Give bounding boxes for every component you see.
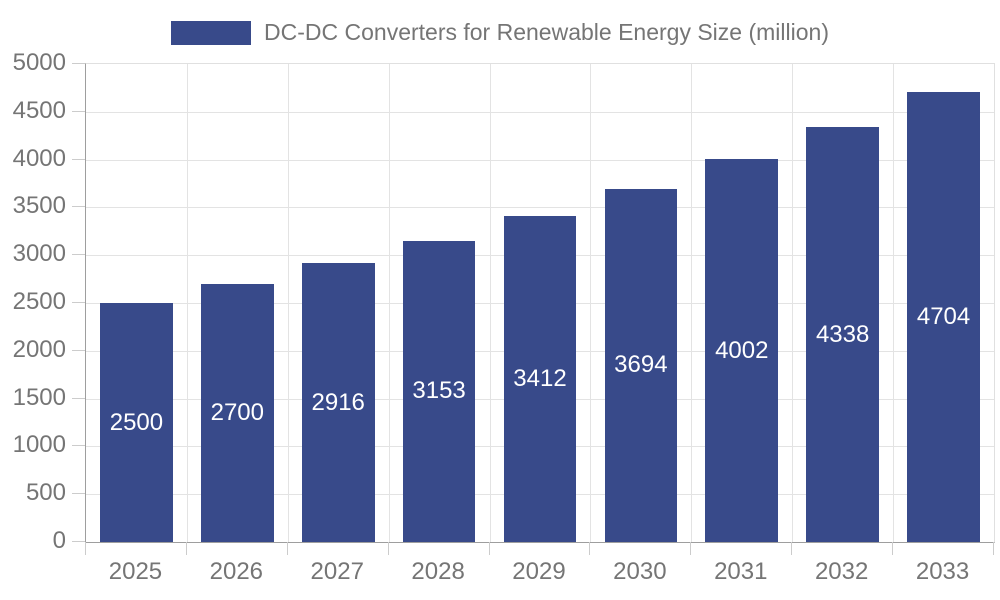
y-tick-mark [72, 349, 85, 351]
x-tick-mark [791, 542, 793, 555]
y-tick-mark [72, 445, 85, 447]
y-tick-mark [72, 493, 85, 495]
bar: 2500 [100, 303, 173, 542]
y-tick-mark [72, 63, 85, 64]
y-tick-label: 1000 [12, 431, 66, 459]
y-tick-mark [72, 158, 85, 160]
y-tick-mark [72, 541, 85, 542]
x-tick-label: 2030 [613, 558, 667, 585]
plot-area: 2500 2700 2916 3153 3412 3694 4002 4338 4704 [85, 63, 995, 543]
bar-value-label: 2916 [311, 388, 365, 416]
y-tick-mark [72, 206, 85, 208]
y-tick-label: 500 [25, 479, 66, 507]
legend[interactable]: DC-DC Converters for Renewable Energy Si… [0, 19, 1000, 46]
gridline-vertical [186, 64, 188, 542]
bar-value-label: 3694 [614, 351, 668, 379]
gridline-vertical [388, 64, 390, 542]
x-tick-label: 2031 [714, 558, 768, 585]
y-tick-mark [72, 110, 85, 112]
y-tick-label: 2500 [12, 288, 66, 315]
gridline-vertical [489, 64, 491, 542]
y-tick-mark [72, 302, 85, 303]
bar: 3694 [604, 188, 678, 542]
bar: 4002 [705, 159, 779, 542]
gridline-vertical [590, 64, 592, 542]
bar-value-label: 2700 [210, 398, 264, 426]
bar: 4704 [907, 92, 980, 542]
y-tick-label: 5000 [12, 49, 66, 76]
bar-value-label: 4002 [715, 336, 769, 364]
y-tick-label: 4500 [12, 96, 66, 124]
x-tick-label: 2026 [209, 558, 264, 585]
x-tick-mark [286, 542, 288, 555]
x-tick-label: 2029 [512, 558, 566, 585]
gridline-vertical [792, 64, 794, 542]
bar: 2700 [201, 283, 274, 542]
x-tick-mark [589, 542, 591, 555]
y-tick-label: 0 [52, 527, 66, 554]
bar: 4338 [806, 127, 879, 542]
x-tick-label: 2028 [411, 558, 465, 585]
y-tick-label: 1500 [12, 383, 66, 411]
bar-value-label: 3153 [412, 377, 466, 405]
bar: 3412 [503, 215, 577, 542]
x-tick-mark [892, 542, 894, 555]
x-tick-mark [488, 542, 490, 555]
gridline-vertical [691, 64, 693, 542]
bar-value-label: 4704 [916, 303, 971, 331]
gridline-vertical [893, 64, 895, 542]
bar-value-label: 4338 [815, 320, 870, 348]
gridline-vertical [287, 64, 289, 542]
x-tick-mark [185, 542, 187, 555]
y-tick-mark [72, 254, 85, 256]
bar: 3153 [402, 240, 476, 542]
x-tick-mark [387, 542, 389, 555]
gridline-horizontal [86, 111, 994, 113]
legend-label: DC-DC Converters for Renewable Energy Si… [264, 19, 829, 45]
y-tick-mark [72, 397, 85, 399]
y-tick-label: 3000 [12, 240, 66, 268]
x-tick-label: 2032 [814, 558, 869, 585]
x-tick-mark [690, 542, 692, 555]
bar-value-label: 2500 [109, 408, 164, 436]
x-tick-label: 2033 [915, 558, 970, 585]
y-tick-label: 2000 [12, 335, 66, 363]
x-tick-mark [85, 542, 86, 555]
bar: 2916 [301, 263, 375, 542]
gridline-horizontal [86, 159, 994, 161]
x-tick-mark [993, 542, 994, 555]
gridline-horizontal [86, 207, 994, 209]
legend-swatch [171, 20, 252, 45]
x-tick-label: 2027 [310, 558, 364, 585]
y-tick-label: 4000 [12, 144, 66, 172]
y-tick-label: 3500 [12, 192, 66, 220]
x-tick-label: 2025 [108, 558, 163, 585]
bar-value-label: 3412 [513, 364, 567, 392]
